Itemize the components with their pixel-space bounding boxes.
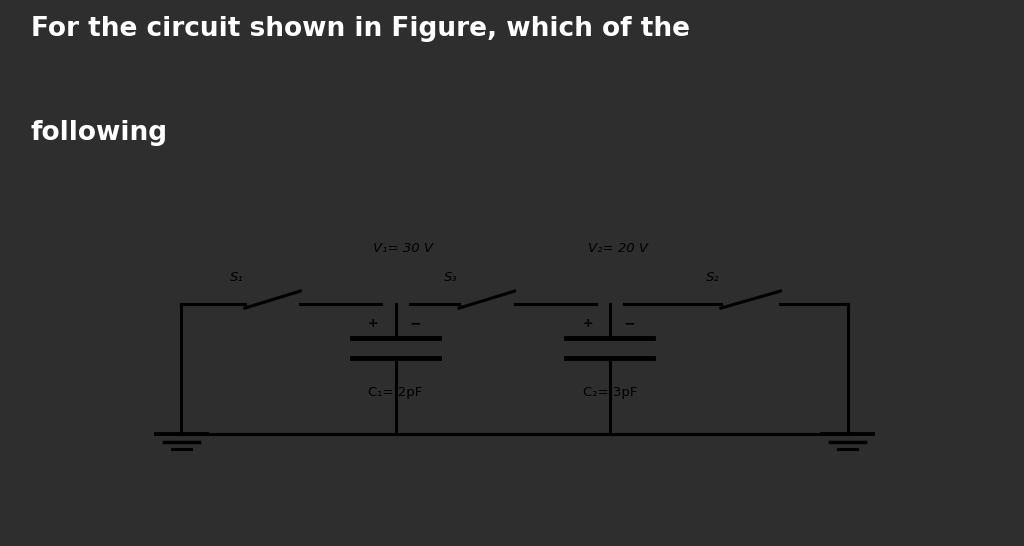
Text: S₂: S₂	[707, 271, 720, 284]
Text: For the circuit shown in Figure, which of the: For the circuit shown in Figure, which o…	[31, 16, 690, 43]
Text: S₁: S₁	[230, 271, 244, 284]
Text: V₂= 20 V: V₂= 20 V	[588, 242, 648, 256]
Text: −: −	[624, 317, 636, 330]
Text: +: +	[583, 317, 593, 330]
Text: −: −	[410, 317, 421, 330]
Text: C₁= 2pF: C₁= 2pF	[369, 386, 423, 399]
Text: S₃: S₃	[444, 271, 458, 284]
Text: +: +	[368, 317, 379, 330]
Text: V₁= 30 V: V₁= 30 V	[374, 242, 433, 256]
Text: C₂= 3pF: C₂= 3pF	[583, 386, 637, 399]
Text: following: following	[31, 120, 168, 146]
